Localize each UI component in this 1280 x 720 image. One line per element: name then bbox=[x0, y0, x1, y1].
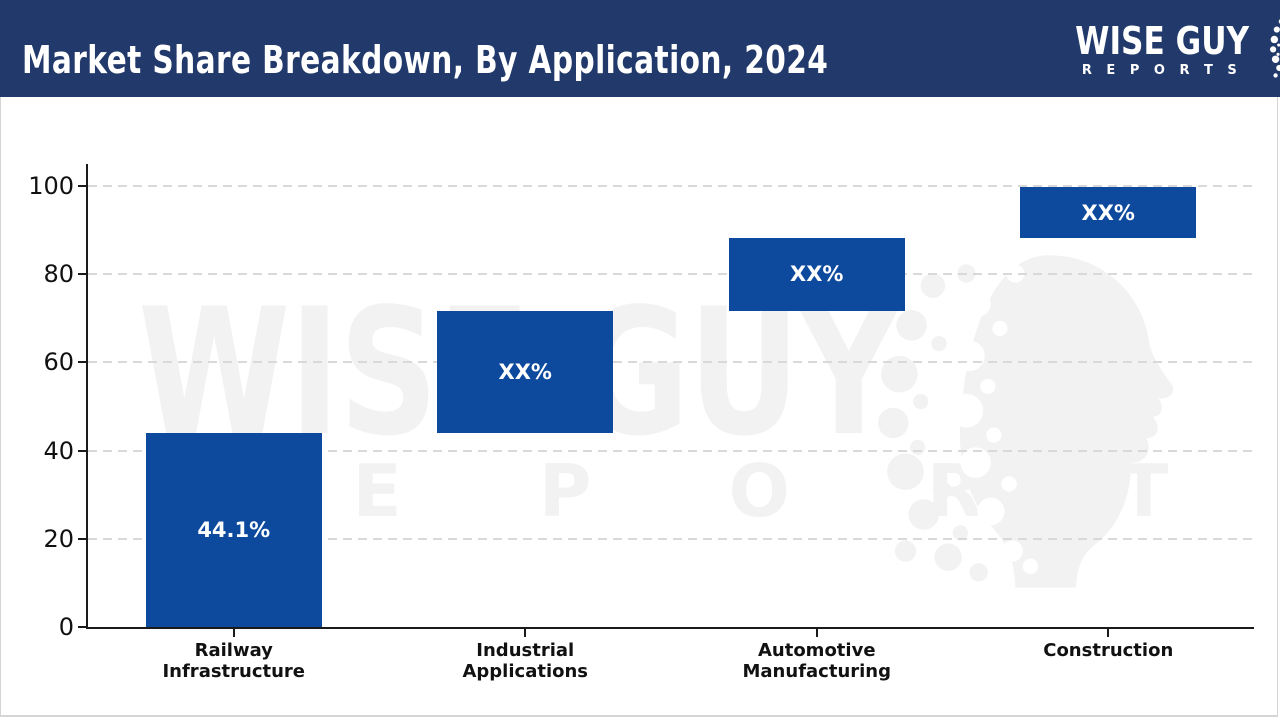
wiseguy-face-icon bbox=[1270, 10, 1280, 90]
x-category-line1: Automotive bbox=[757, 640, 876, 661]
x-tick bbox=[1107, 629, 1110, 637]
brand-text: WISE GUY R E P O R T S bbox=[1056, 22, 1268, 78]
x-category-line2: Manufacturing bbox=[742, 661, 892, 682]
y-tick bbox=[78, 537, 86, 540]
x-category-label: Industrial Applications bbox=[385, 640, 665, 682]
y-tick-label: 60 bbox=[43, 348, 74, 377]
y-tick bbox=[78, 626, 86, 628]
bar-value-label: 44.1% bbox=[197, 517, 271, 542]
y-tick bbox=[78, 361, 86, 364]
y-tick bbox=[78, 273, 86, 276]
brand-logo: WISE GUY R E P O R T S bbox=[1056, 10, 1280, 90]
brand-subtitle: R E P O R T S bbox=[1081, 62, 1242, 78]
x-tick bbox=[232, 629, 235, 637]
bar-value-label: XX% bbox=[790, 262, 844, 287]
bar-segment: XX% bbox=[1020, 187, 1197, 239]
x-category-line2: Applications bbox=[462, 661, 589, 682]
y-tick-label: 40 bbox=[43, 436, 74, 465]
gridline bbox=[88, 537, 1254, 540]
x-category-label: Railway Infrastructure bbox=[94, 640, 374, 682]
y-tick-label: 20 bbox=[43, 524, 74, 553]
y-tick-label: 80 bbox=[43, 260, 74, 289]
gridline bbox=[88, 361, 1254, 364]
x-category-line1: Construction bbox=[1043, 640, 1174, 661]
y-tick-label: 0 bbox=[58, 613, 74, 641]
x-tick bbox=[524, 629, 527, 637]
y-tick-label: 100 bbox=[28, 172, 74, 201]
y-tick bbox=[78, 185, 86, 188]
header-bar: Market Share Breakdown, By Application, … bbox=[0, 0, 1280, 97]
axis-y bbox=[86, 164, 88, 629]
brand-name: WISE GUY bbox=[1074, 18, 1249, 63]
bar-segment: XX% bbox=[437, 310, 614, 433]
bar-segment: XX% bbox=[728, 238, 905, 311]
gridline bbox=[88, 273, 1254, 276]
gridline bbox=[88, 185, 1254, 188]
gridline bbox=[88, 449, 1254, 452]
x-category-line1: Railway bbox=[194, 640, 273, 661]
page-title: Market Share Breakdown, By Application, … bbox=[22, 37, 829, 82]
bar-segment: 44.1% bbox=[145, 432, 322, 627]
y-tick bbox=[78, 449, 86, 452]
axis-x bbox=[86, 627, 1254, 629]
bar-value-label: XX% bbox=[498, 359, 552, 384]
x-tick bbox=[815, 629, 818, 637]
x-category-label: Automotive Manufacturing bbox=[677, 640, 957, 682]
x-category-line1: Industrial bbox=[476, 640, 575, 661]
x-category-line2: Infrastructure bbox=[162, 661, 306, 682]
bar-value-label: XX% bbox=[1081, 200, 1135, 225]
x-category-label: Construction bbox=[968, 640, 1248, 661]
